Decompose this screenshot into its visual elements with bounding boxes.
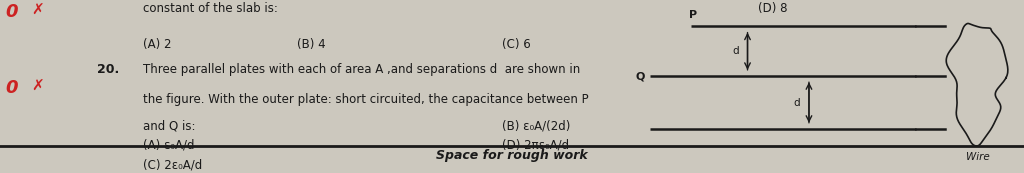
Text: d: d (794, 98, 800, 107)
Text: (A) ε₀A/d: (A) ε₀A/d (143, 139, 195, 152)
Text: constant of the slab is:: constant of the slab is: (143, 2, 279, 15)
Text: (B) ε₀A/(2d): (B) ε₀A/(2d) (502, 119, 570, 132)
Text: the figure. With the outer plate: short circuited, the capacitance between P: the figure. With the outer plate: short … (143, 93, 589, 106)
Text: (C) 2ε₀A/d: (C) 2ε₀A/d (143, 159, 203, 172)
Text: (B) 4: (B) 4 (297, 38, 326, 51)
Text: and Q is:: and Q is: (143, 119, 196, 132)
Text: 0: 0 (5, 79, 17, 97)
Text: P: P (689, 10, 697, 20)
Text: Wire: Wire (966, 152, 990, 162)
Text: (A) 2: (A) 2 (143, 38, 172, 51)
Text: Three parallel plates with each of area A ,and separations d  are shown in: Three parallel plates with each of area … (143, 63, 581, 76)
Text: (D) 2πε₀A/d: (D) 2πε₀A/d (502, 139, 569, 152)
Text: d: d (732, 46, 738, 56)
Text: ✗: ✗ (31, 79, 43, 94)
Text: 20.: 20. (97, 63, 120, 76)
Text: (D) 8: (D) 8 (758, 2, 787, 15)
Text: Q: Q (636, 71, 645, 81)
Text: ✗: ✗ (31, 3, 43, 18)
Text: 0: 0 (5, 3, 17, 21)
Text: Space for rough work: Space for rough work (436, 149, 588, 162)
Text: (C) 6: (C) 6 (502, 38, 530, 51)
